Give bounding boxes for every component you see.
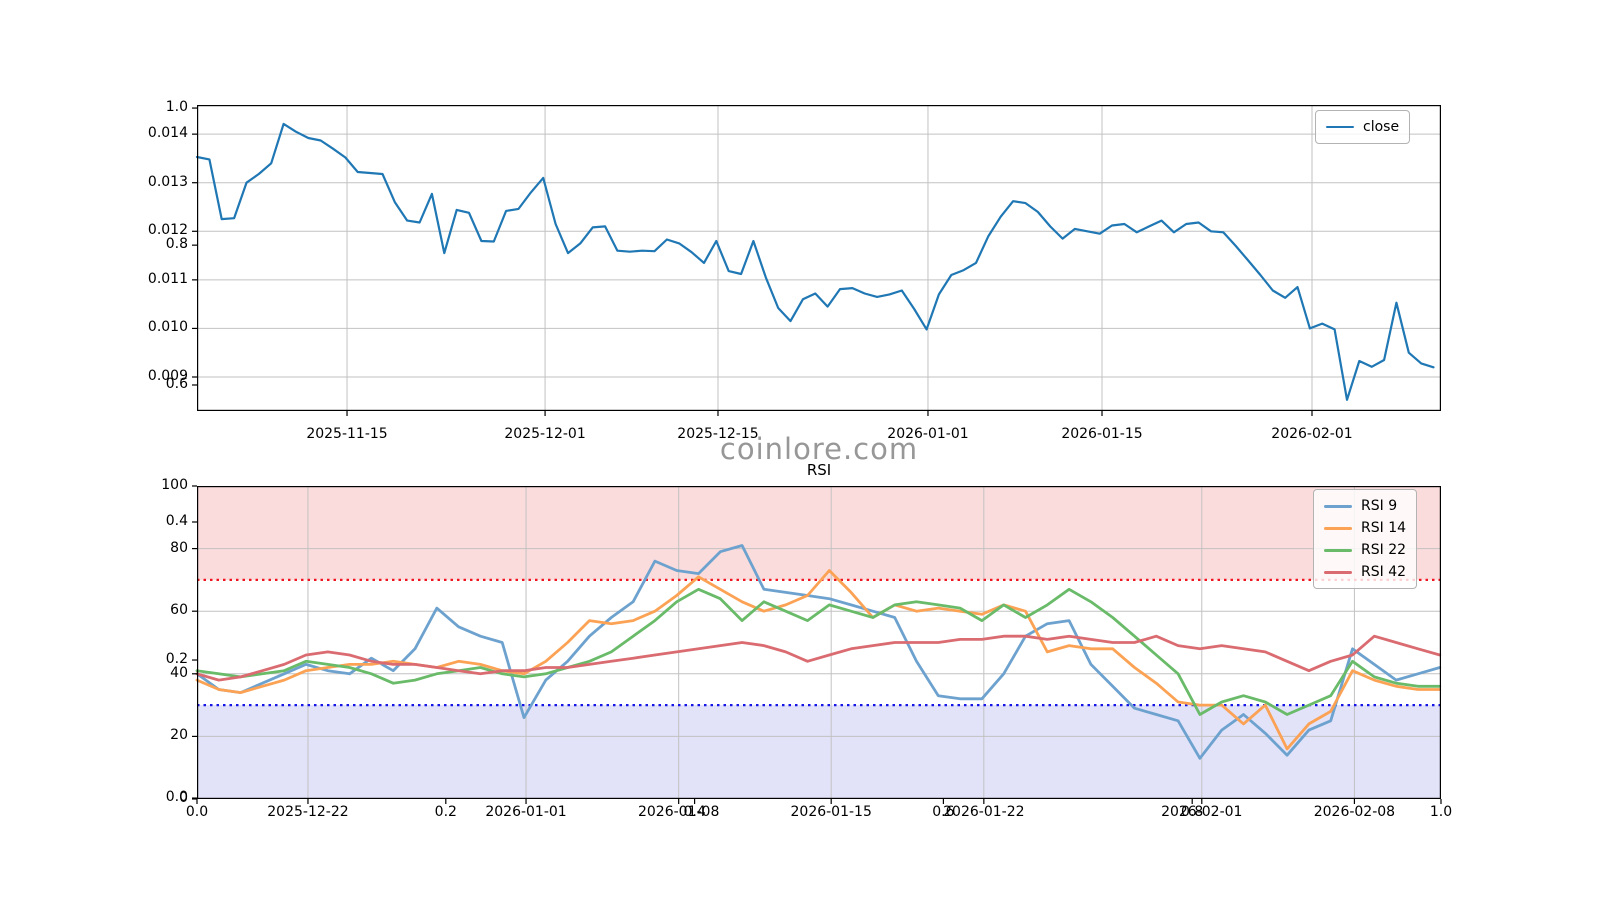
rsi-legend: RSI 9 RSI 14 RSI 22 RSI 42	[1313, 489, 1418, 589]
y-tick-label: 60	[170, 602, 188, 619]
x2-tick-label: 0.8	[1181, 804, 1204, 820]
legend-label: RSI 22	[1361, 542, 1407, 558]
legend-item-rsi-22: RSI 22	[1324, 539, 1406, 561]
x-tick-label: 2026-02-01	[1271, 426, 1353, 442]
rsi-chart-plot	[192, 485, 1442, 804]
y-tick-label: 0	[179, 790, 188, 806]
x-tick-label: 2025-12-22	[267, 804, 349, 820]
y-tick-label: 40	[170, 664, 188, 681]
rsi-chart-title: RSI	[806, 461, 832, 479]
x-tick-label: 2026-01-15	[1061, 426, 1143, 442]
y2-tick-label: 0.6	[165, 375, 188, 392]
legend-item-rsi-9: RSI 9	[1324, 495, 1406, 517]
close-line-swatch	[1326, 125, 1354, 129]
legend-swatch	[1324, 570, 1352, 574]
y-tick-label: 0.009	[147, 368, 188, 384]
x-tick-label: 2026-02-01	[1161, 804, 1243, 820]
y-tick-label: 0.013	[147, 173, 188, 190]
y-tick-label: 0.010	[147, 319, 188, 336]
price-chart-plot	[192, 105, 1442, 416]
legend-label: RSI 9	[1361, 498, 1398, 514]
x-tick-label: 2025-12-15	[677, 426, 759, 442]
y-tick-label: 0.012	[147, 222, 188, 239]
y-tick-label: 20	[170, 727, 188, 744]
legend-item-close: close	[1326, 116, 1399, 138]
legend-swatch	[1324, 504, 1352, 508]
x-tick-label: 2025-12-01	[504, 426, 586, 442]
y2-tick-label: 1.0	[165, 99, 188, 116]
legend-label: close	[1363, 119, 1400, 135]
x2-tick-label: 0.0	[185, 804, 209, 820]
x-tick-label: 2026-01-15	[790, 804, 872, 820]
x2-tick-label: 0.2	[434, 804, 457, 820]
legend-swatch	[1324, 548, 1352, 552]
y2-tick-label: 0.8	[165, 236, 188, 253]
x2-tick-label: 0.4	[683, 804, 706, 820]
x-tick-label: 2026-01-01	[887, 426, 969, 442]
y2-tick-label: 0.4	[165, 512, 188, 529]
y2-tick-label: 0.2	[165, 651, 188, 668]
legend-swatch	[1324, 526, 1352, 530]
y2-tick-label: 0.0	[165, 789, 188, 806]
x2-tick-label: 1.0	[1429, 804, 1453, 820]
x-tick-label: 2026-01-22	[943, 804, 1025, 820]
x2-tick-label: 0.6	[932, 804, 955, 820]
price-legend: close	[1315, 110, 1411, 144]
x-tick-label: 2025-11-15	[306, 426, 388, 442]
y-tick-label: 100	[161, 477, 188, 493]
legend-item-rsi-42: RSI 42	[1324, 561, 1406, 583]
watermark: coinlore.com	[719, 432, 919, 466]
y-tick-label: 0.011	[147, 270, 188, 287]
y-tick-label: 0.014	[147, 125, 188, 142]
x-tick-label: 2026-01-08	[637, 804, 720, 820]
legend-label: RSI 42	[1361, 564, 1407, 580]
y-tick-label: 80	[170, 539, 188, 556]
x-tick-label: 2026-02-08	[1313, 804, 1396, 820]
x-tick-label: 2026-01-01	[485, 804, 567, 820]
legend-item-rsi-14: RSI 14	[1324, 517, 1406, 539]
legend-label: RSI 14	[1361, 520, 1407, 536]
